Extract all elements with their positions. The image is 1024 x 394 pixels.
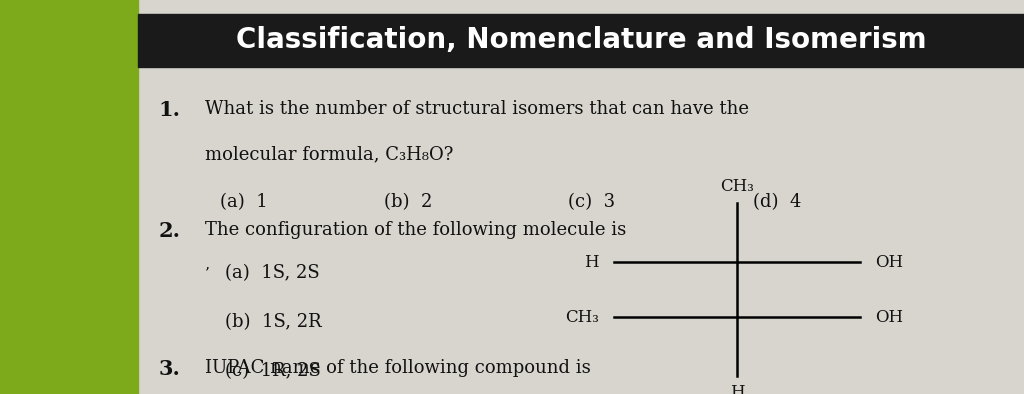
- Text: The configuration of the following molecule is: The configuration of the following molec…: [205, 221, 626, 239]
- Text: OH: OH: [876, 253, 903, 271]
- Bar: [138, 14, 1024, 67]
- Text: 1.: 1.: [159, 100, 180, 121]
- Text: (c)  1R, 2S: (c) 1R, 2S: [225, 362, 322, 381]
- Text: (a)  1S, 2S: (a) 1S, 2S: [225, 264, 321, 282]
- Text: H: H: [585, 253, 599, 271]
- Text: (b)  2: (b) 2: [384, 193, 432, 211]
- Text: (a)  1: (a) 1: [220, 193, 268, 211]
- Text: CH₃: CH₃: [565, 309, 599, 326]
- Text: 2.: 2.: [159, 221, 180, 241]
- Text: (d)  4: (d) 4: [753, 193, 801, 211]
- Text: (c)  3: (c) 3: [568, 193, 615, 211]
- Text: (b)  1S, 2R: (b) 1S, 2R: [225, 313, 322, 331]
- Text: ’: ’: [205, 266, 210, 280]
- Text: IUPAC name of the following compound is: IUPAC name of the following compound is: [205, 359, 591, 377]
- Text: H: H: [730, 384, 744, 394]
- Text: OH: OH: [876, 309, 903, 326]
- Text: Classification, Nomenclature and Isomerism: Classification, Nomenclature and Isomeri…: [236, 26, 927, 54]
- Text: What is the number of structural isomers that can have the: What is the number of structural isomers…: [205, 100, 749, 119]
- Text: CH₃: CH₃: [720, 178, 755, 195]
- Bar: [0, 0, 138, 394]
- Text: molecular formula, C₃H₈O?: molecular formula, C₃H₈O?: [205, 146, 454, 164]
- Text: 3.: 3.: [159, 359, 180, 379]
